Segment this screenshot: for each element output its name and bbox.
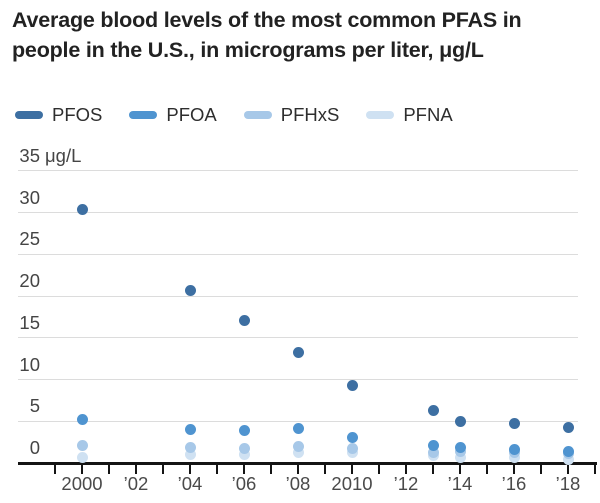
x-axis-tick-2001	[108, 464, 110, 474]
dot-pfhxs-2010	[346, 443, 358, 455]
gridline-y5	[18, 420, 578, 422]
x-axis-tick-2009	[324, 464, 326, 474]
dot-pfos-2013	[427, 404, 439, 416]
chart-title: Average blood levels of the most common …	[12, 5, 590, 65]
dot-pfna-2014	[454, 451, 466, 463]
chart-title-line1: Average blood levels of the most common …	[12, 8, 522, 32]
dot-pfhxs-2004	[184, 441, 196, 453]
dot-pfoa-2004	[184, 424, 196, 436]
x-axis-tick-2015	[486, 464, 488, 474]
x-axis-line	[18, 461, 597, 465]
dot-pfhxs-2013	[427, 446, 439, 458]
dot-pfos-2016	[508, 418, 520, 430]
dot-pfos-2006	[238, 314, 250, 326]
dot-pfos-2004	[184, 284, 196, 296]
legend-item-pfos: PFOS	[15, 104, 102, 126]
x-axis-tick-2013	[432, 464, 434, 474]
x-axis-tick-2002	[135, 464, 137, 474]
y-axis-label-25: 25	[19, 228, 40, 250]
dot-pfoa-2013	[427, 439, 439, 451]
x-axis-tick-2011	[378, 464, 380, 474]
x-axis-tick-2007	[270, 464, 272, 474]
y-axis-label-10: 10	[19, 353, 40, 375]
gridline-y10	[18, 379, 578, 381]
y-axis-unit-label: μg/L	[45, 144, 82, 166]
y-axis-label-5: 5	[29, 395, 40, 417]
dot-pfna-2000	[76, 452, 88, 464]
x-axis-tick-2016	[513, 464, 515, 474]
legend-swatch-pfna	[366, 111, 395, 119]
dot-pfhxs-2006	[238, 443, 250, 455]
gridline-y20	[18, 295, 578, 297]
dot-pfos-2018	[562, 421, 574, 433]
x-axis-tick-1999	[54, 464, 56, 474]
gridline-y35	[18, 170, 578, 172]
x-axis-tick-2019	[594, 464, 596, 474]
x-axis-tick-2014	[459, 464, 461, 474]
legend-item-pfna: PFNA	[366, 104, 453, 126]
x-axis-tick-2003	[162, 464, 164, 474]
legend-label: PFNA	[403, 104, 453, 125]
x-axis-label-2018: ’18	[555, 473, 581, 494]
dot-pfos-2014	[454, 415, 466, 427]
dot-pfoa-2014	[454, 441, 466, 453]
y-axis-label-15: 15	[19, 311, 40, 333]
dot-pfhxs-2008	[292, 440, 304, 452]
gridline-y30	[18, 212, 578, 214]
x-axis-tick-2000	[81, 464, 83, 474]
legend-swatch-pfoa	[129, 111, 158, 119]
x-axis-label-2012: ’12	[393, 473, 419, 494]
dot-pfoa-2018	[562, 445, 574, 457]
legend-label: PFOA	[166, 104, 217, 125]
dot-pfoa-2008	[292, 423, 304, 435]
y-axis-label-30: 30	[19, 186, 40, 208]
x-axis-tick-2012	[405, 464, 407, 474]
legend-label: PFOS	[52, 104, 103, 125]
x-axis-tick-2008	[297, 464, 299, 474]
dot-pfoa-2000	[76, 414, 88, 426]
x-axis-label-2016: ’16	[501, 473, 527, 494]
dot-pfhxs-2000	[76, 439, 88, 451]
x-axis-tick-2017	[540, 464, 542, 474]
y-axis-label-35: 35	[19, 144, 40, 166]
legend-item-pfoa: PFOA	[129, 104, 217, 126]
dot-pfna-2004	[184, 449, 196, 461]
x-axis-label-2000: 2000	[61, 473, 103, 494]
legend: PFOS PFOA PFHxS PFNA	[15, 103, 453, 127]
x-axis-label-2008: ’08	[285, 473, 311, 494]
x-axis-tick-2006	[243, 464, 245, 474]
dot-pfos-2008	[292, 347, 304, 359]
x-axis-tick-2005	[216, 464, 218, 474]
x-axis-tick-2010	[351, 464, 353, 474]
chart-title-line2: people in the U.S., in micrograms per li…	[12, 38, 484, 62]
x-axis-label-2002: ’02	[123, 473, 149, 494]
dot-pfna-2008	[292, 447, 304, 459]
legend-label: PFHxS	[280, 104, 340, 125]
dot-pfos-2010	[346, 379, 358, 391]
dot-pfna-2018	[562, 454, 574, 466]
dot-pfoa-2016	[508, 444, 520, 456]
gridline-y15	[18, 337, 578, 339]
x-axis-tick-2004	[189, 464, 191, 474]
dot-pfoa-2006	[238, 424, 250, 436]
y-axis-label-0: 0	[29, 437, 40, 458]
x-axis-label-2004: ’04	[177, 473, 203, 494]
x-axis-label-2014: ’14	[447, 473, 473, 494]
x-axis-label-2006: ’06	[231, 473, 257, 494]
dot-pfoa-2010	[346, 431, 358, 443]
y-axis-label-20: 20	[19, 270, 40, 292]
x-axis-tick-2018	[567, 464, 569, 474]
legend-item-pfhxs: PFHxS	[243, 104, 340, 126]
legend-swatch-pfos	[15, 111, 43, 119]
x-axis-label-2010: 2010	[331, 473, 373, 494]
dot-pfna-2006	[238, 449, 250, 461]
dot-pfos-2000	[76, 203, 88, 215]
legend-swatch-pfhxs	[243, 111, 272, 119]
gridline-y25	[18, 253, 578, 255]
